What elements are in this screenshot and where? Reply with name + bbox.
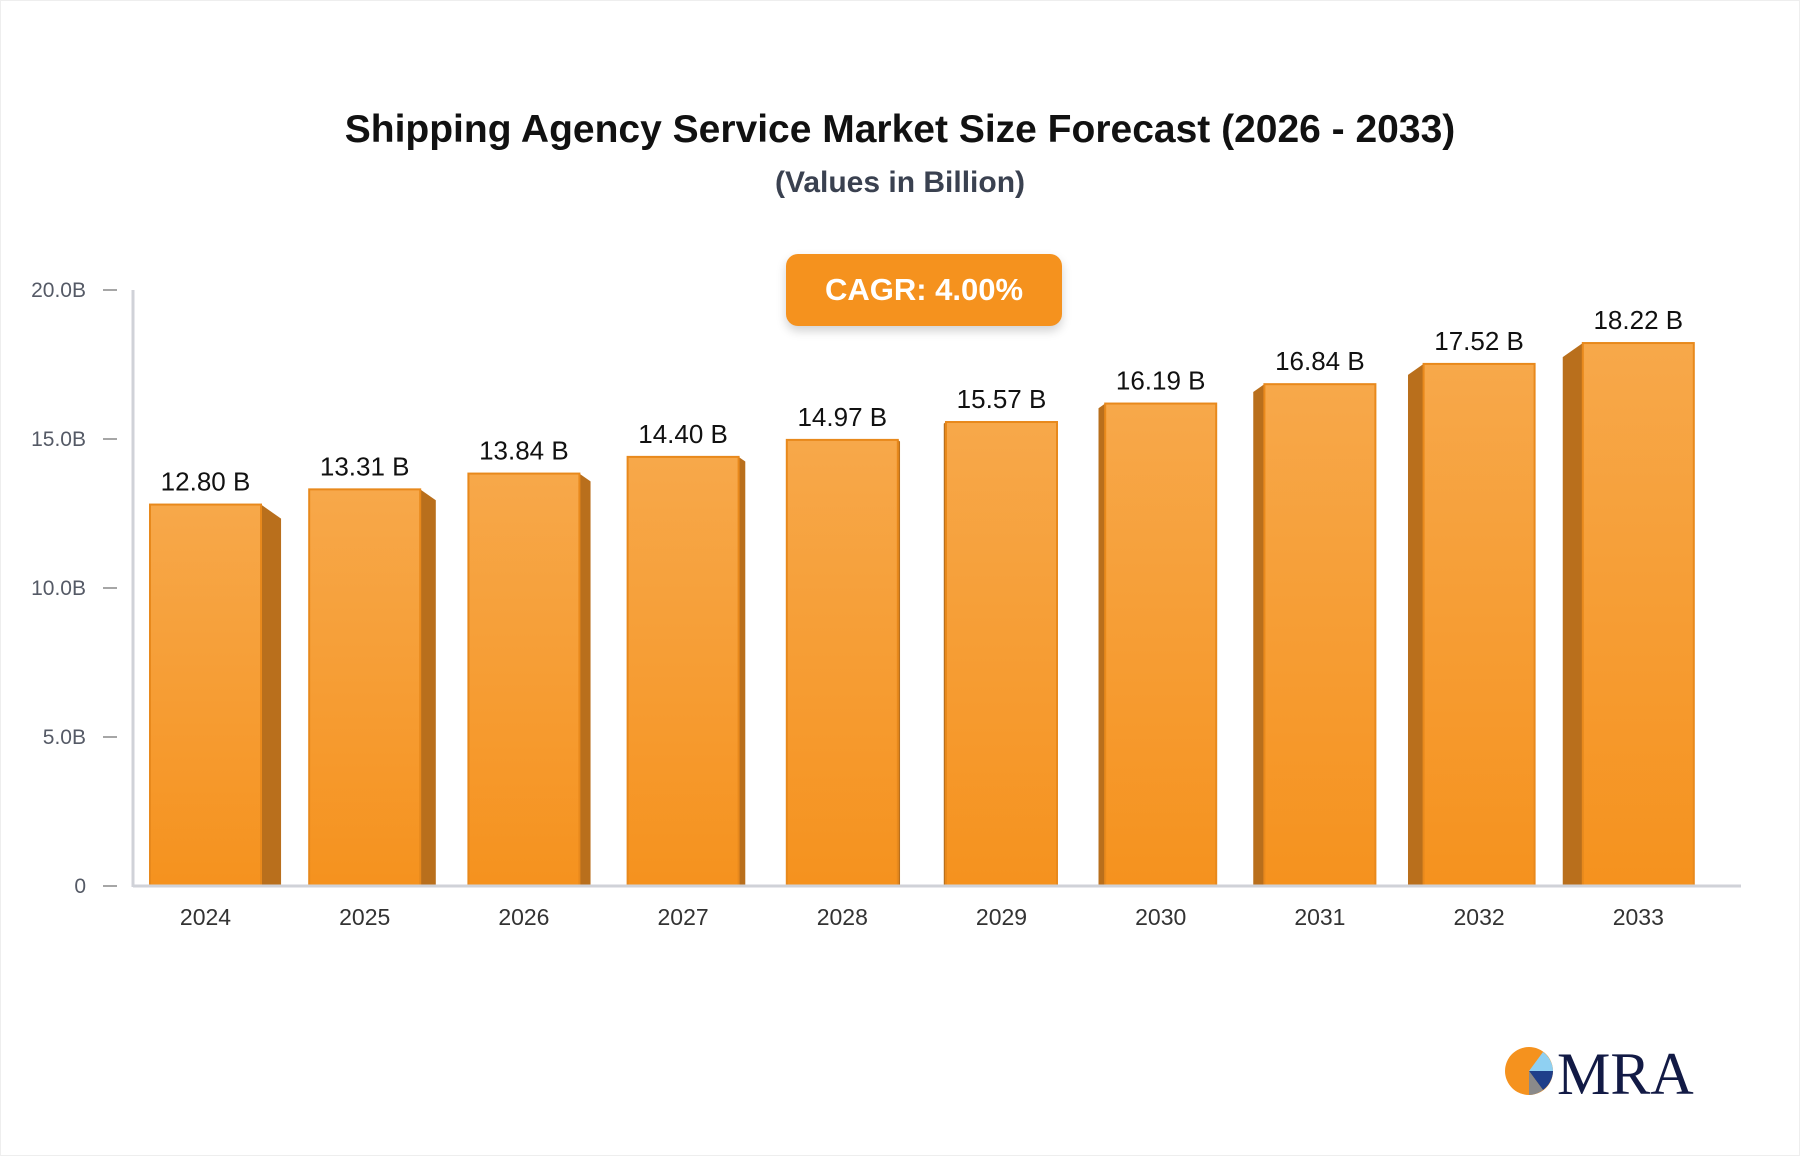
bar-2029 (945, 421, 1058, 887)
bar-side (579, 473, 591, 886)
bar-side (420, 489, 436, 886)
cagr-badge: CAGR: 4.00% (786, 254, 1062, 326)
x-tick-label: 2031 (1294, 904, 1345, 930)
bar-value-label: 17.52 B (1434, 326, 1524, 356)
logo-text: MRA (1557, 1041, 1694, 1100)
bar-2032 (1422, 362, 1536, 887)
y-tick-label: 20.0B (31, 279, 86, 302)
x-tick-label: 2027 (658, 904, 709, 930)
x-tick-label: 2030 (1135, 904, 1186, 930)
x-tick-label: 2028 (817, 904, 868, 930)
x-tick-label: 2026 (498, 904, 549, 930)
bar-value-label: 16.84 B (1275, 346, 1365, 376)
bar-2033 (1581, 342, 1695, 887)
x-tick-label: 2029 (976, 904, 1027, 930)
y-tick-label: 0 (74, 875, 86, 898)
bar-side (1098, 403, 1106, 886)
bar-2025 (308, 488, 422, 887)
bar-value-label: 13.31 B (320, 451, 410, 481)
bar-side (1253, 384, 1265, 886)
mra-logo: MRA (1505, 1038, 1695, 1100)
y-tick-label: 5.0B (43, 726, 86, 749)
bar-value-label: 16.19 B (1116, 366, 1206, 396)
bar-2027 (626, 455, 740, 887)
bar-2031 (1263, 383, 1377, 887)
x-tick-label: 2032 (1454, 904, 1505, 930)
bar-value-label: 13.84 B (479, 436, 569, 466)
bar-side (1407, 363, 1424, 886)
chart-title: Shipping Agency Service Market Size Fore… (344, 108, 1456, 151)
bar-2026 (467, 472, 581, 887)
x-tick-label: 2025 (339, 904, 390, 930)
x-tick-label: 2024 (180, 904, 231, 930)
bar-side (738, 456, 746, 886)
bar-2024 (149, 503, 262, 887)
pie-logo-icon: MRA (1505, 1041, 1694, 1100)
y-tick-label: 15.0B (31, 428, 86, 451)
y-tick-label: 10.0B (31, 577, 86, 600)
bar-value-label: 12.80 B (161, 467, 251, 497)
bar-value-label: 14.97 B (797, 402, 887, 432)
x-tick-label: 2033 (1613, 904, 1664, 930)
bar-side (1562, 343, 1583, 886)
bar-value-label: 14.40 B (638, 419, 728, 449)
bar-side (261, 504, 282, 886)
bar-value-label: 15.57 B (957, 384, 1047, 414)
chart-subtitle: (Values in Billion) (774, 166, 1026, 199)
bar-value-label: 18.22 B (1593, 305, 1683, 335)
bar-2030 (1104, 402, 1218, 887)
bar-2028 (785, 438, 899, 887)
